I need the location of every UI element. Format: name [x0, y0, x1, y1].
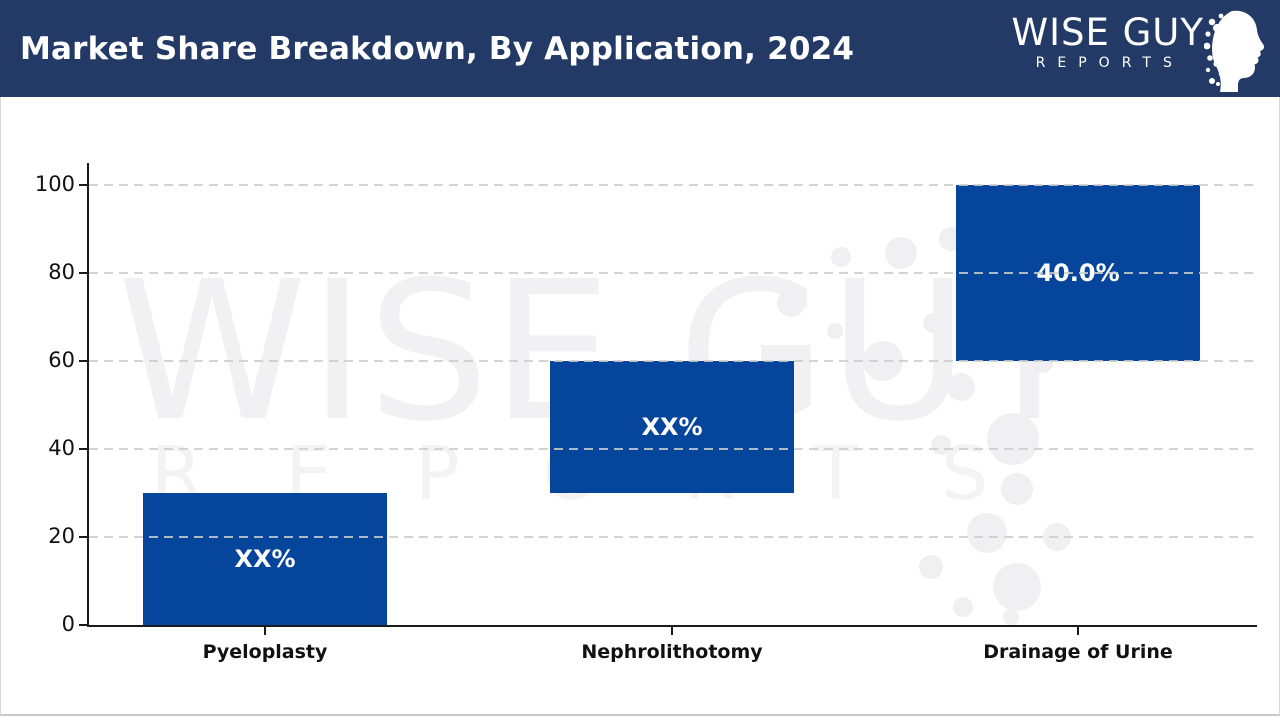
- y-tick-label-80: 80: [48, 260, 75, 284]
- y-tick-label-40: 40: [48, 436, 75, 460]
- plot-area: 0 20 40 60 80 100 XX% XX% 40.0% Pyeloplasty Nephro…: [1, 97, 1280, 716]
- chart-card: WISE GUY REPORTS 020406080100XX%XX%40.0%…: [0, 97, 1280, 716]
- y-axis-line: [87, 163, 89, 627]
- y-tick-40: [79, 448, 87, 450]
- logo-wordmark: WISE GUY: [1011, 11, 1204, 54]
- gridline-20: [89, 536, 1256, 538]
- y-tick-label-60: 60: [48, 348, 75, 372]
- page-title: Market Share Breakdown, By Application, …: [20, 30, 855, 67]
- y-tick-0: [79, 624, 87, 626]
- y-tick-label-0: 0: [61, 612, 75, 636]
- logo-text: WISE GUY REPORTS: [1011, 11, 1204, 71]
- x-axis-line: [87, 625, 1257, 627]
- y-tick-20: [79, 536, 87, 538]
- x-label-1: Nephrolithotomy: [581, 641, 763, 663]
- x-tick-1: [671, 627, 673, 635]
- wise-guy-logo: WISE GUY REPORTS: [1012, 6, 1266, 92]
- x-tick-2: [1077, 627, 1079, 635]
- y-tick-100: [79, 184, 87, 186]
- y-tick-label-100: 100: [34, 172, 75, 196]
- logo-subtitle: REPORTS: [1035, 54, 1184, 71]
- bar-nephrolithotomy: XX%: [550, 361, 794, 493]
- header-bar: Market Share Breakdown, By Application, …: [0, 0, 1280, 97]
- x-label-2: Drainage of Urine: [983, 641, 1173, 663]
- x-tick-0: [264, 627, 266, 635]
- y-tick-80: [79, 272, 87, 274]
- bar-value-label: XX%: [234, 545, 296, 573]
- gridline-100: [89, 184, 1256, 186]
- bar-pyeloplasty: XX%: [143, 493, 387, 625]
- x-label-0: Pyeloplasty: [202, 641, 328, 663]
- y-tick-60: [79, 360, 87, 362]
- bar-value-label: XX%: [641, 413, 703, 441]
- logo-head-icon: [1204, 10, 1264, 92]
- gridline-60: [89, 360, 1256, 362]
- gridline-80: [89, 272, 1256, 274]
- y-tick-label-20: 20: [48, 524, 75, 548]
- gridline-40: [89, 448, 1256, 450]
